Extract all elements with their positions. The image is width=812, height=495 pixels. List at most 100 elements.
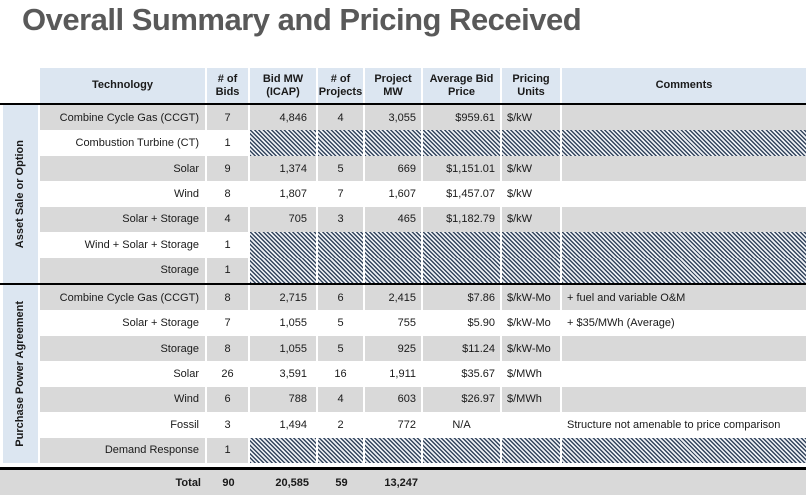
section-label-cell: Asset Sale or Option [0, 105, 40, 283]
col-header-bid-mw: Bid MW (ICAP) [250, 68, 318, 103]
cell-bid-mw: 1,807 [250, 181, 318, 207]
spacer-gap [0, 463, 806, 467]
table-row: Demand Response 1 [40, 437, 806, 463]
table-row: Combine Cycle Gas (CCGT) 8 2,715 6 2,415 $7.8… [40, 285, 806, 311]
cell-bid-mw: 788 [250, 386, 318, 413]
cell-avg-price: $1,457.07 [423, 181, 502, 207]
cell-avg-price: $1,151.01 [423, 155, 502, 182]
total-empty-comments [562, 470, 806, 495]
divider-below-header [0, 103, 806, 105]
cell-comment [562, 386, 806, 413]
cell-project-mw: 755 [365, 310, 423, 336]
cell-project-mw: 2,415 [365, 285, 423, 311]
cell-bids: 26 [207, 361, 250, 387]
cell-hatched-no-data [318, 130, 365, 156]
total-bids: 90 [222, 476, 235, 489]
cell-units: $/MWh [502, 386, 562, 413]
cell-technology: Solar [40, 155, 207, 182]
cell-projects: 5 [318, 155, 365, 182]
cell-comment [562, 155, 806, 182]
cell-bids: 8 [207, 285, 250, 311]
table-row: Wind 6 788 4 603 $26.97 $/MWh [40, 386, 806, 413]
col-header-technology: Technology [40, 68, 207, 103]
cell-technology: Storage [40, 335, 207, 362]
cell-technology: Demand Response [40, 437, 207, 463]
section-purchase-power-agreement: Purchase Power Agreement Combine Cycle G… [0, 285, 806, 463]
total-row: Total 90 20,585 59 13,247 [0, 470, 806, 495]
page-title: Overall Summary and Pricing Received [22, 2, 582, 37]
cell-hatched-no-data [365, 257, 423, 283]
divider-above-total [0, 467, 806, 470]
cell-units: $/kW [502, 105, 562, 131]
col-header-avg-bid-price: Average Bid Price [423, 68, 502, 103]
cell-bids: 8 [207, 181, 250, 207]
col-header-comments: Comments [562, 68, 806, 103]
cell-bids: 8 [207, 335, 250, 362]
cell-technology: Storage [40, 257, 207, 283]
cell-projects: 2 [318, 412, 365, 438]
cell-projects: 3 [318, 206, 365, 233]
cell-units: $/kW-Mo [502, 285, 562, 311]
cell-hatched-no-data [562, 130, 806, 156]
cell-units: $/kW [502, 181, 562, 207]
cell-hatched-no-data [562, 437, 806, 463]
cell-bid-mw: 2,715 [250, 285, 318, 311]
cell-bids: 3 [207, 412, 250, 438]
cell-hatched-no-data [250, 437, 318, 463]
cell-avg-price: $35.67 [423, 361, 502, 387]
total-projects: 59 [335, 476, 348, 489]
cell-units: $/kW-Mo [502, 335, 562, 362]
col-header-num-bids: # of Bids [207, 68, 250, 103]
cell-hatched-no-data [365, 437, 423, 463]
cell-bids: 1 [207, 232, 250, 258]
cell-hatched-no-data [250, 232, 318, 258]
cell-avg-price: $26.97 [423, 386, 502, 413]
cell-bid-mw: 705 [250, 206, 318, 233]
cell-avg-price: $7.86 [423, 285, 502, 311]
cell-project-mw: 669 [365, 155, 423, 182]
cell-avg-price: $5.90 [423, 310, 502, 336]
cell-project-mw: 772 [365, 412, 423, 438]
cell-projects: 7 [318, 181, 365, 207]
cell-project-mw: 603 [365, 386, 423, 413]
table-row: Combustion Turbine (CT) 1 [40, 130, 806, 156]
cell-avg-price: $959.61 [423, 105, 502, 131]
cell-projects: 5 [318, 310, 365, 336]
cell-hatched-no-data [562, 232, 806, 258]
table-row: Storage 8 1,055 5 925 $11.24 $/kW-Mo [40, 335, 806, 362]
cell-hatched-no-data [318, 232, 365, 258]
pricing-summary-table: Technology # of Bids Bid MW (ICAP) # of … [0, 68, 806, 495]
cell-bid-mw: 1,494 [250, 412, 318, 438]
cell-avg-price: $11.24 [423, 335, 502, 362]
total-label: Total [175, 476, 201, 489]
cell-hatched-no-data [365, 130, 423, 156]
cell-hatched-no-data [562, 257, 806, 283]
cell-technology: Wind [40, 181, 207, 207]
cell-comment: + $35/MWh (Average) [562, 310, 806, 336]
cell-units [502, 412, 562, 438]
cell-avg-price: $1,182.79 [423, 206, 502, 233]
cell-comment: + fuel and variable O&M [562, 285, 806, 311]
cell-hatched-no-data [502, 130, 562, 156]
cell-hatched-no-data [502, 437, 562, 463]
section-asset-sale-or-option: Asset Sale or Option Combine Cycle Gas (… [0, 105, 806, 283]
cell-technology: Solar + Storage [40, 310, 207, 336]
cell-bids: 6 [207, 386, 250, 413]
total-empty-price [423, 470, 502, 495]
table-row: Wind + Solar + Storage 1 [40, 232, 806, 258]
cell-units: $/kW-Mo [502, 310, 562, 336]
cell-bid-mw: 4,846 [250, 105, 318, 131]
cell-bid-mw: 1,055 [250, 335, 318, 362]
col-header-num-projects: # of Projects [318, 68, 365, 103]
cell-projects: 4 [318, 105, 365, 131]
table-row: Solar 26 3,591 16 1,911 $35.67 $/MWh [40, 361, 806, 387]
cell-technology: Wind + Solar + Storage [40, 232, 207, 258]
cell-projects: 16 [318, 361, 365, 387]
cell-bids: 9 [207, 155, 250, 182]
table-row: Combine Cycle Gas (CCGT) 7 4,846 4 3,055 $959… [40, 105, 806, 131]
cell-technology: Solar [40, 361, 207, 387]
cell-hatched-no-data [423, 257, 502, 283]
cell-units: $/kW [502, 206, 562, 233]
cell-bids: 4 [207, 206, 250, 233]
